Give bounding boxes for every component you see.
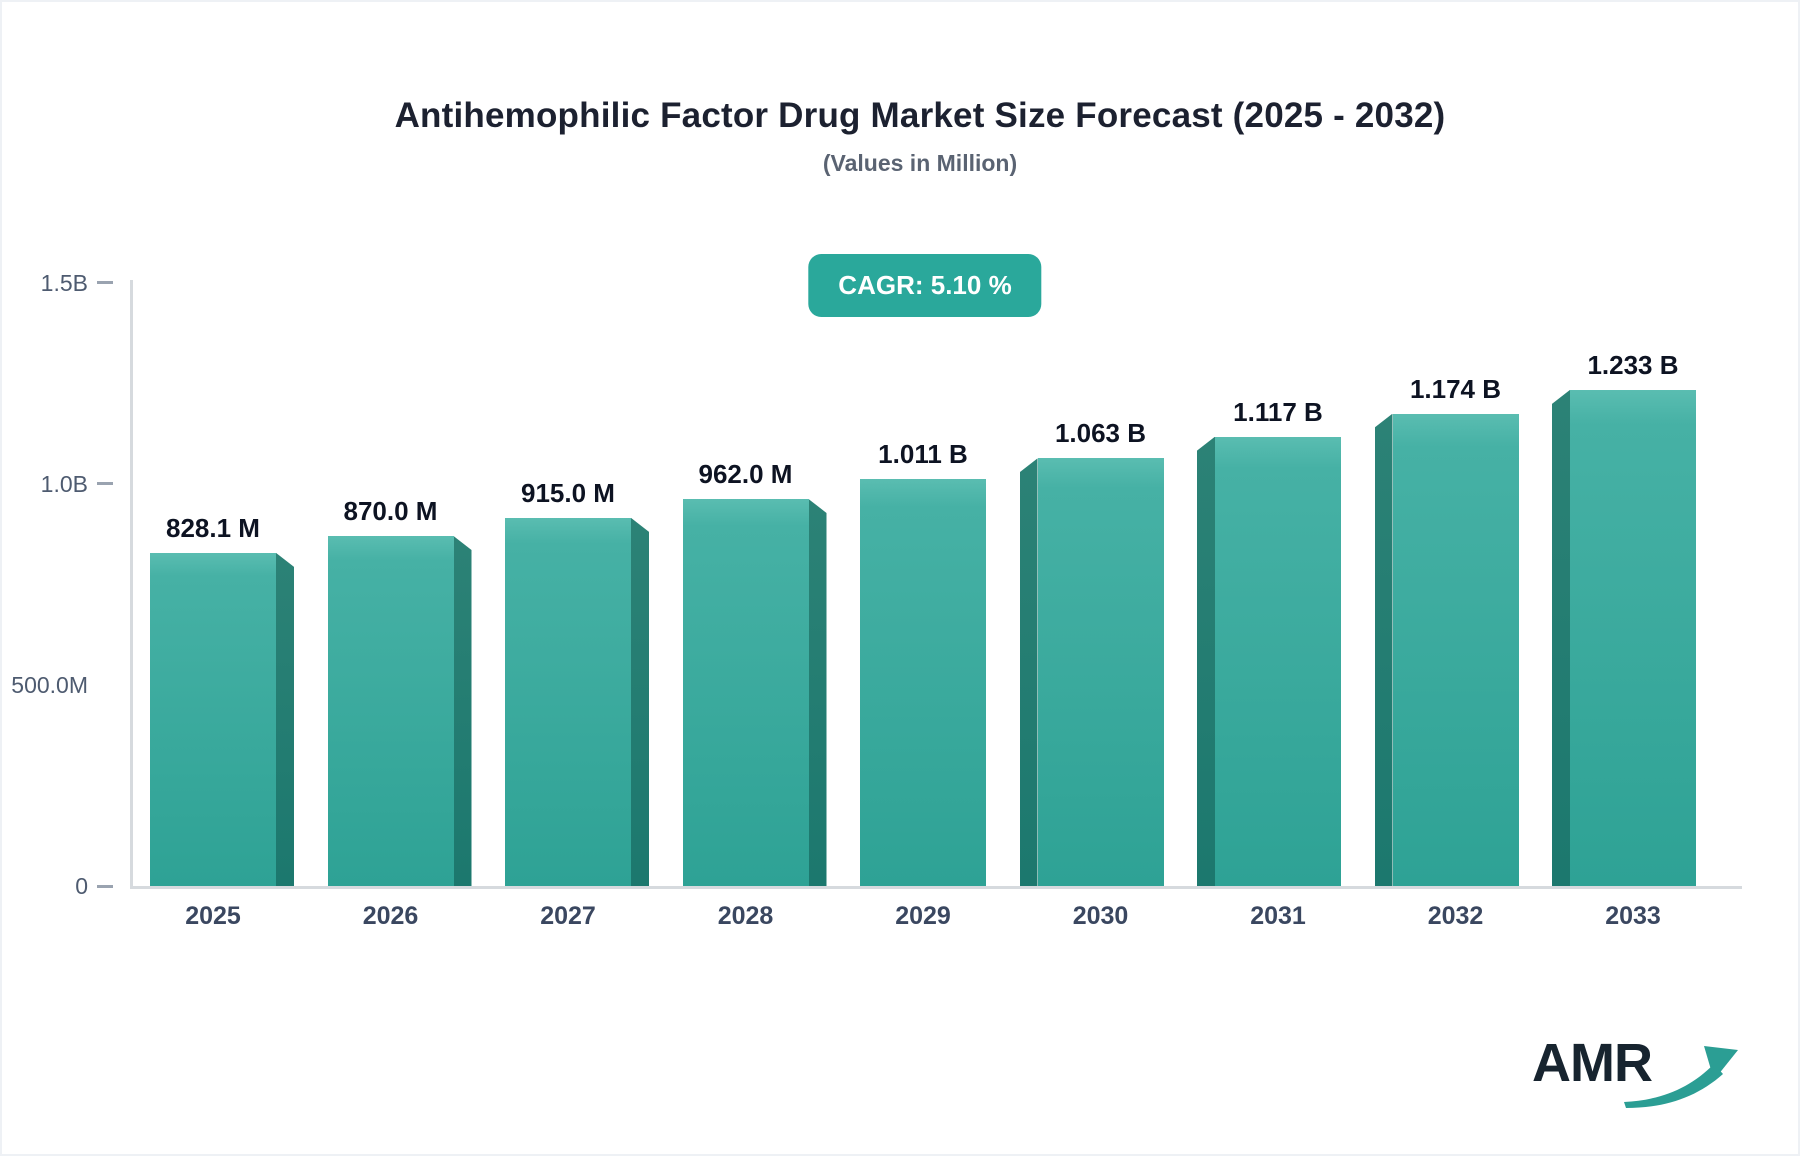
chart-title: Antihemophilic Factor Drug Market Size F… [394, 96, 1446, 135]
bar-value-label: 1.117 B [1233, 396, 1323, 427]
x-category-label: 2028 [717, 902, 774, 930]
bar-side [808, 498, 827, 886]
x-category-label: 2030 [1072, 902, 1129, 930]
bar-side [631, 517, 649, 886]
logo-text: AMR [1532, 1033, 1653, 1093]
x-category-label: 2029 [895, 902, 951, 930]
y-tick-label: 500.0M [11, 671, 88, 698]
bar-value-label: 1.011 B [878, 439, 968, 470]
bar-side [1019, 458, 1038, 886]
bar-front [505, 517, 631, 886]
x-category-label: 2033 [1605, 902, 1661, 930]
y-tick-label: 1.0B [40, 470, 88, 497]
bar-front [682, 498, 809, 886]
bar-value-label: 915.0 M [521, 477, 615, 508]
x-category-label: 2032 [1427, 902, 1484, 930]
logo-trend-arrow-icon [1624, 1046, 1738, 1108]
y-tick-label: 1.5B [40, 269, 88, 296]
y-tick-label: 0 [75, 873, 88, 899]
y-tick-dash [97, 281, 113, 284]
y-axis-line [130, 280, 133, 888]
bar-side [453, 535, 472, 886]
bar-value-label: 1.233 B [1587, 349, 1679, 380]
bar-side [1197, 436, 1215, 886]
bar-side [1552, 389, 1570, 886]
bar-front [1037, 458, 1164, 886]
bar-side [276, 552, 294, 886]
y-tick-dash [97, 884, 113, 888]
x-category-label: 2025 [185, 902, 241, 930]
x-axis-line [130, 886, 1742, 889]
bar-front [327, 535, 454, 886]
bar-side [1374, 413, 1393, 886]
bar-value-label: 828.1 M [166, 512, 260, 543]
bar-front [860, 479, 986, 886]
x-category-label: 2027 [540, 902, 596, 930]
bar-front [1392, 413, 1519, 886]
bar-front [1570, 389, 1696, 886]
bar-front [150, 552, 276, 886]
bar-value-label: 962.0 M [698, 458, 793, 489]
bar-value-label: 1.063 B [1054, 418, 1147, 449]
bar-value-label: 1.174 B [1409, 373, 1502, 404]
brand-logo: AMR [1532, 1036, 1762, 1126]
y-tick-dash [97, 482, 113, 486]
x-category-label: 2026 [362, 902, 419, 930]
x-category-label: 2031 [1250, 902, 1306, 930]
cagr-badge: CAGR: 5.10 % [808, 254, 1042, 317]
bar-value-label: 870.0 M [343, 495, 438, 526]
bar-front [1215, 436, 1341, 886]
chart-subtitle: (Values in Million) [822, 150, 1018, 176]
